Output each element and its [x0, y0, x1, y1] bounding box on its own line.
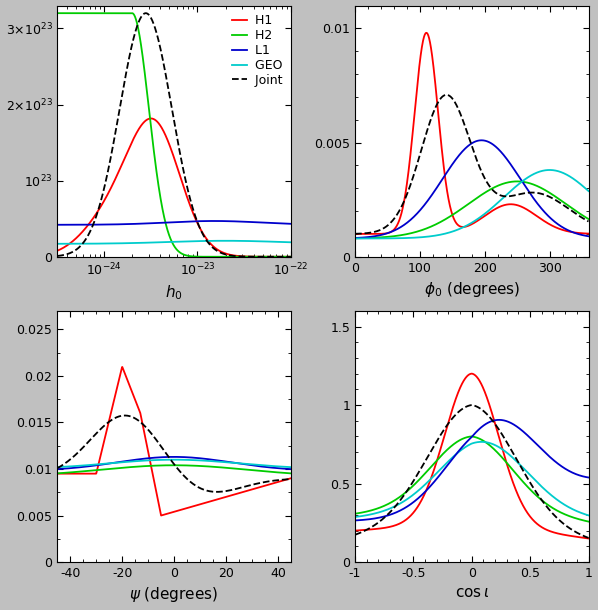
Legend:  H1,  H2,  L1,  GEO,  Joint: H1, H2, L1, GEO, Joint: [229, 12, 285, 89]
X-axis label: $\phi_0$ (degrees): $\phi_0$ (degrees): [423, 280, 520, 299]
X-axis label: $\cos\iota$: $\cos\iota$: [454, 586, 489, 600]
X-axis label: $\psi$ (degrees): $\psi$ (degrees): [130, 586, 219, 605]
X-axis label: $h_0$: $h_0$: [165, 284, 183, 303]
